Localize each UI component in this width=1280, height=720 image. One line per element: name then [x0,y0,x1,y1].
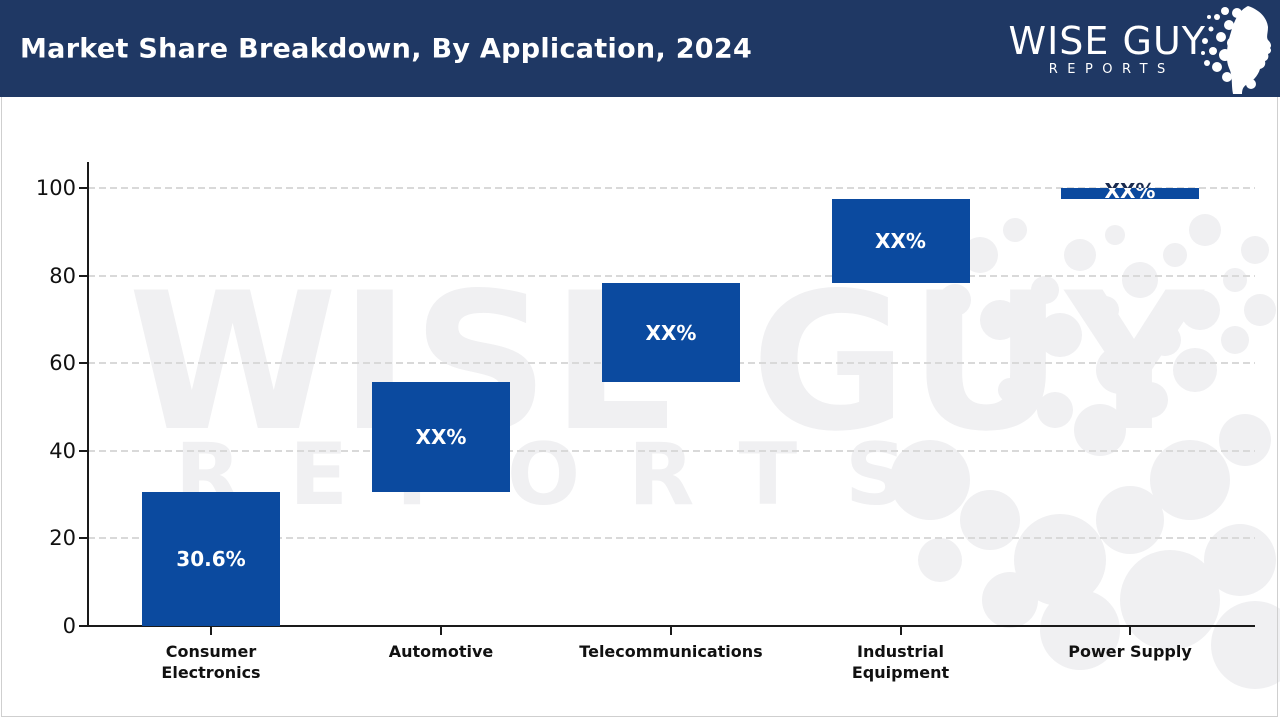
logo-text: WISE GUY REPORTS [1009,22,1206,76]
bar-value-label-outside: XX% [1104,179,1156,204]
x-axis-category-label: Power Supply [1010,641,1250,662]
x-axis-category-label: Consumer Electronics [91,641,331,683]
bar-value-label: 30.6% [176,546,246,571]
bar-power-supply: XX%XX% [1061,181,1199,201]
chart-title: Market Share Breakdown, By Application, … [20,33,753,64]
y-axis-tick-label: 80 [49,263,76,288]
gridline [88,537,1255,540]
bar-value-label: XX% [645,320,697,345]
x-axis-tick [210,627,212,635]
y-axis-tick-label: 100 [35,176,76,200]
x-axis-category-label-line: Consumer [165,642,257,661]
gridline [88,274,1255,277]
bar-consumer-electronics: 30.6% [142,491,280,626]
x-axis-category-label-line: Power Supply [1068,642,1192,661]
x-axis-category-label-line: Equipment [851,663,950,682]
y-axis-tick [79,187,87,189]
bar-value-label: XX% [1061,188,1199,199]
y-axis-tick-label: 60 [49,351,76,376]
x-axis-category-label: Telecommunications [551,641,791,662]
x-axis-category-label-line: Automotive [388,642,494,661]
y-axis-tick-label: 40 [49,438,76,463]
y-axis-tick [79,274,87,277]
x-axis-category-label-line: Industrial [856,642,944,661]
y-axis-tick-label: 0 [62,614,76,638]
bar-industrial-equipment: XX% [831,199,970,284]
bar-label-clip: XX% [1061,188,1199,199]
y-axis-tick [79,449,87,452]
y-axis-tick [79,362,87,365]
gridline [88,187,1255,189]
x-axis-tick [1129,627,1131,635]
header: Market Share Breakdown, By Application, … [0,0,1280,97]
x-axis-category-label-line: Electronics [161,663,261,682]
x-axis-tick [899,627,902,635]
bar-automotive: XX% [372,381,510,492]
x-axis-category-label: Automotive [321,641,561,662]
y-axis-line [87,162,89,627]
logo-wiseguy-label: WISE GUY [1008,18,1206,63]
logo-reports-label: REPORTS [1048,61,1175,77]
wiseguy-logo: WISE GUY REPORTS [1009,3,1274,94]
gridline [88,449,1255,452]
x-axis-category-label: Industrial Equipment [781,641,1021,683]
bar-value-label: XX% [415,424,467,449]
watermark-reports-text: REPORTS [175,425,956,525]
bar-value-label: XX% [875,229,926,254]
y-axis-tick [79,537,87,540]
x-axis-category-label-line: Telecommunications [579,642,763,661]
x-axis-line [87,625,1255,627]
bar-telecommunications: XX% [602,283,740,382]
y-axis-tick-label: 20 [49,526,76,551]
x-axis-tick [440,627,442,635]
logo-face-icon [1201,6,1272,94]
x-axis-tick [670,627,672,635]
y-axis-tick [79,625,87,627]
